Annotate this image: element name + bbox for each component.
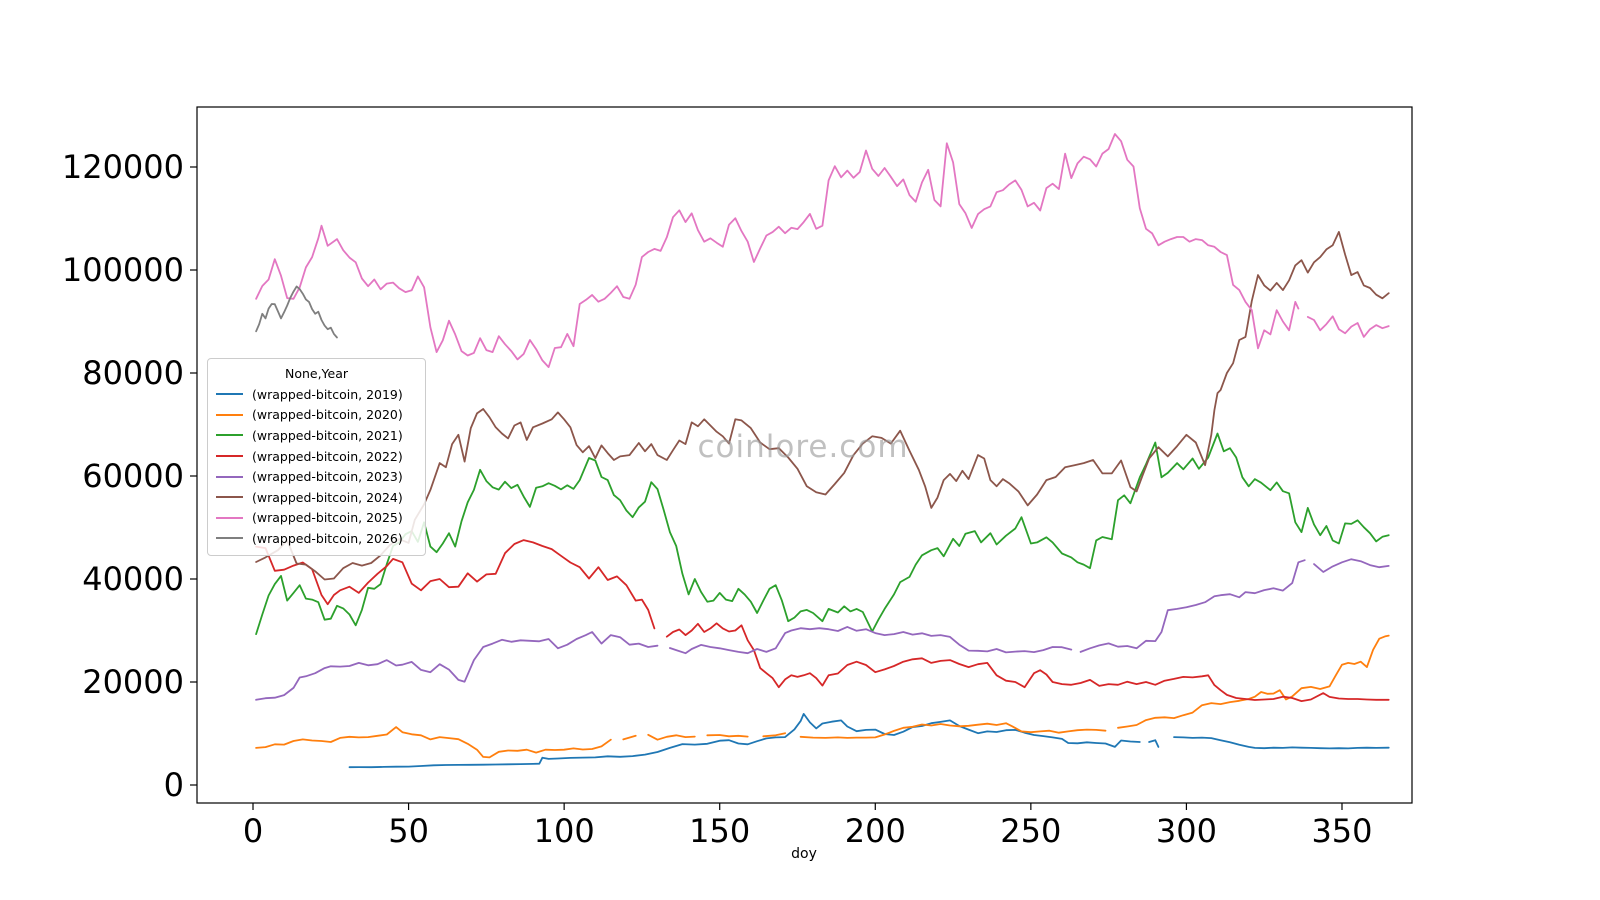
y-tick-label: 120000: [61, 147, 184, 186]
x-axis-label: doy: [791, 846, 817, 862]
legend-item-wrapped-bitcoin-2023: (wrapped-bitcoin, 2023): [216, 466, 417, 487]
series-wrapped-bitcoin-2025: [255, 133, 1390, 369]
legend-item-wrapped-bitcoin-2019: (wrapped-bitcoin, 2019): [216, 384, 417, 405]
series-wrapped-bitcoin-2019: [348, 713, 1390, 769]
legend-item-wrapped-bitcoin-2020: (wrapped-bitcoin, 2020): [216, 405, 417, 426]
legend-label: (wrapped-bitcoin, 2025): [252, 510, 403, 526]
series-wrapped-bitcoin-2022: [255, 539, 1390, 702]
legend-label: (wrapped-bitcoin, 2023): [252, 469, 403, 485]
legend-item-wrapped-bitcoin-2026: (wrapped-bitcoin, 2026): [216, 528, 417, 549]
x-tick-label: 100: [533, 812, 595, 850]
legend-item-wrapped-bitcoin-2022: (wrapped-bitcoin, 2022): [216, 446, 417, 467]
legend-swatch-wrapped-bitcoin-2026: [216, 537, 243, 540]
series-wrapped-bitcoin-2026: [255, 285, 338, 339]
legend-label: (wrapped-bitcoin, 2024): [252, 489, 403, 505]
y-tick-label: 20000: [82, 663, 184, 701]
series-wrapped-bitcoin-2023: [255, 558, 1390, 701]
y-tick-label: 40000: [82, 559, 184, 598]
y-tick-label: 80000: [82, 353, 184, 392]
legend-label: (wrapped-bitcoin, 2022): [252, 448, 403, 464]
legend-swatch-wrapped-bitcoin-2020: [216, 413, 243, 416]
legend-title: None,Year: [284, 366, 349, 381]
legend-label: (wrapped-bitcoin, 2020): [252, 407, 403, 423]
x-tick-label: 0: [242, 812, 264, 850]
series-wrapped-bitcoin-2020: [255, 634, 1390, 759]
legend-item-wrapped-bitcoin-2021: (wrapped-bitcoin, 2021): [216, 425, 417, 446]
legend-swatch-wrapped-bitcoin-2025: [216, 516, 243, 519]
x-tick-label: 350: [1311, 812, 1373, 850]
legend-label: (wrapped-bitcoin, 2019): [252, 386, 403, 402]
watermark: coinlore.com: [697, 429, 909, 465]
y-tick-label: 60000: [82, 456, 184, 495]
legend-swatch-wrapped-bitcoin-2021: [216, 434, 243, 437]
x-tick-label: 250: [1000, 812, 1062, 850]
legend-swatch-wrapped-bitcoin-2019: [216, 393, 243, 396]
y-tick-label: 0: [163, 766, 184, 804]
legend-swatch-wrapped-bitcoin-2024: [216, 496, 243, 499]
legend: None,Year (wrapped-bitcoin, 2019) (wrappe…: [207, 358, 426, 556]
axis-ticks: [190, 166, 1343, 810]
legend-label: (wrapped-bitcoin, 2026): [252, 530, 403, 546]
x-tick-label: 200: [844, 812, 906, 850]
legend-item-wrapped-bitcoin-2025: (wrapped-bitcoin, 2025): [216, 508, 417, 529]
legend-item-wrapped-bitcoin-2024: (wrapped-bitcoin, 2024): [216, 487, 417, 508]
legend-swatch-wrapped-bitcoin-2022: [216, 455, 243, 458]
legend-label: (wrapped-bitcoin, 2021): [252, 427, 403, 443]
plot-border: [196, 106, 1413, 804]
x-tick-label: 50: [388, 812, 429, 850]
series-wrapped-bitcoin-2024: [255, 230, 1390, 581]
y-tick-label: 100000: [61, 250, 184, 289]
legend-swatch-wrapped-bitcoin-2023: [216, 475, 243, 478]
x-tick-label: 300: [1155, 812, 1217, 850]
x-tick-label: 150: [689, 812, 751, 850]
legend-items: (wrapped-bitcoin, 2019) (wrapped-bitcoin,…: [216, 384, 417, 549]
